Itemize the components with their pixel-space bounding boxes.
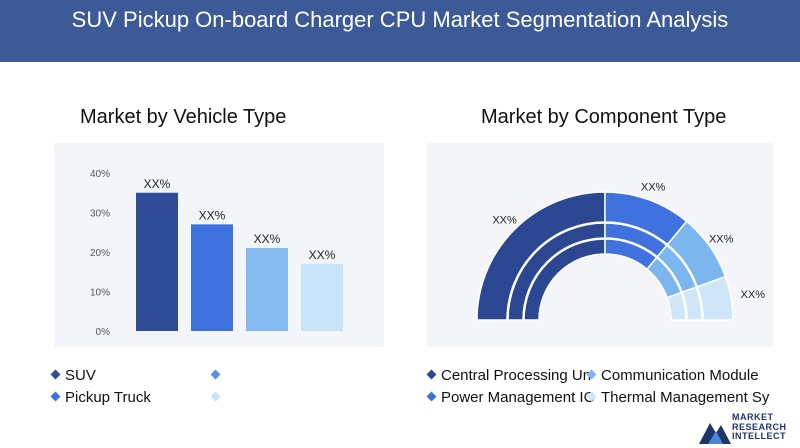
y-tick-label: 20% [90, 248, 110, 259]
legend-marker [210, 369, 221, 379]
legend-item-2 [210, 367, 225, 384]
donut-slice [681, 286, 703, 321]
legend-marker [586, 391, 597, 401]
slice-data-label: XX% [492, 215, 517, 227]
company-logo: MARKET RESEARCH INTELLECT [698, 410, 798, 446]
logo-text: MARKET RESEARCH INTELLECT [732, 412, 787, 442]
page-title: SUV Pickup On-board Charger CPU Market S… [71, 7, 729, 32]
legend-item-4 [210, 389, 225, 406]
legend-label: Communication Module [601, 367, 759, 384]
component-type-title: Market by Component Type [481, 106, 727, 128]
legend-label: Power Management IC [441, 389, 595, 406]
bar [301, 263, 343, 331]
legend-marker [426, 369, 437, 379]
component-type-chart-box: XX% XX% XX% XX% [427, 143, 773, 347]
header-banner: SUV Pickup On-board Charger CPU Market S… [0, 0, 800, 62]
vehicle-type-title: Market by Vehicle Type [80, 106, 287, 128]
legend-item-power-management-ic: Power Management IC [426, 389, 595, 406]
legend-marker [586, 369, 597, 379]
bar-data-label: XX% [144, 177, 171, 191]
y-tick-label: 0% [96, 327, 111, 338]
legend-item-thermal-management: Thermal Management Sy [586, 389, 770, 406]
bar [191, 224, 233, 331]
legend-marker [50, 369, 61, 379]
donut-slice [696, 275, 734, 321]
legend-item-pickup-truck: Pickup Truck [50, 389, 151, 406]
bar-data-label: XX% [309, 248, 336, 262]
slice-data-label: XX% [709, 233, 734, 245]
legend-label: SUV [65, 367, 96, 384]
legend-item-cpu: Central Processing Un [426, 367, 592, 384]
logo-line-1: MARKET [732, 412, 774, 422]
legend-marker [210, 391, 221, 401]
slice-data-label: XX% [641, 181, 666, 193]
slice-data-label: XX% [741, 289, 766, 301]
y-tick-label: 30% [90, 209, 110, 220]
logo-line-2: RESEARCH [732, 421, 787, 432]
component-type-donut-chart: XX% XX% XX% XX% [476, 181, 766, 321]
legend-marker [426, 391, 437, 401]
legend-label: Thermal Management Sy [601, 389, 770, 406]
legend-label: Central Processing Un [441, 367, 592, 384]
bar [136, 192, 178, 331]
mountain-logo-icon [699, 423, 731, 444]
logo-line-3: INTELLECT [732, 431, 786, 441]
bar-data-label: XX% [199, 208, 226, 222]
y-tick-label: 40% [90, 169, 110, 180]
legend-item-suv: SUV [50, 367, 96, 384]
bar [246, 248, 288, 331]
legend-marker [50, 391, 61, 401]
vehicle-type-chart-box: 0% 10% 20% 30% 40% XX% XX% XX% XX% [54, 143, 384, 347]
legend-item-communication-module: Communication Module [586, 367, 759, 384]
legend-label: Pickup Truck [65, 389, 151, 406]
vehicle-type-bar-chart: 0% 10% 20% 30% 40% XX% XX% XX% XX% [90, 169, 343, 338]
donut-slice [666, 291, 687, 321]
y-tick-label: 10% [90, 288, 110, 299]
bar-data-label: XX% [254, 232, 281, 246]
